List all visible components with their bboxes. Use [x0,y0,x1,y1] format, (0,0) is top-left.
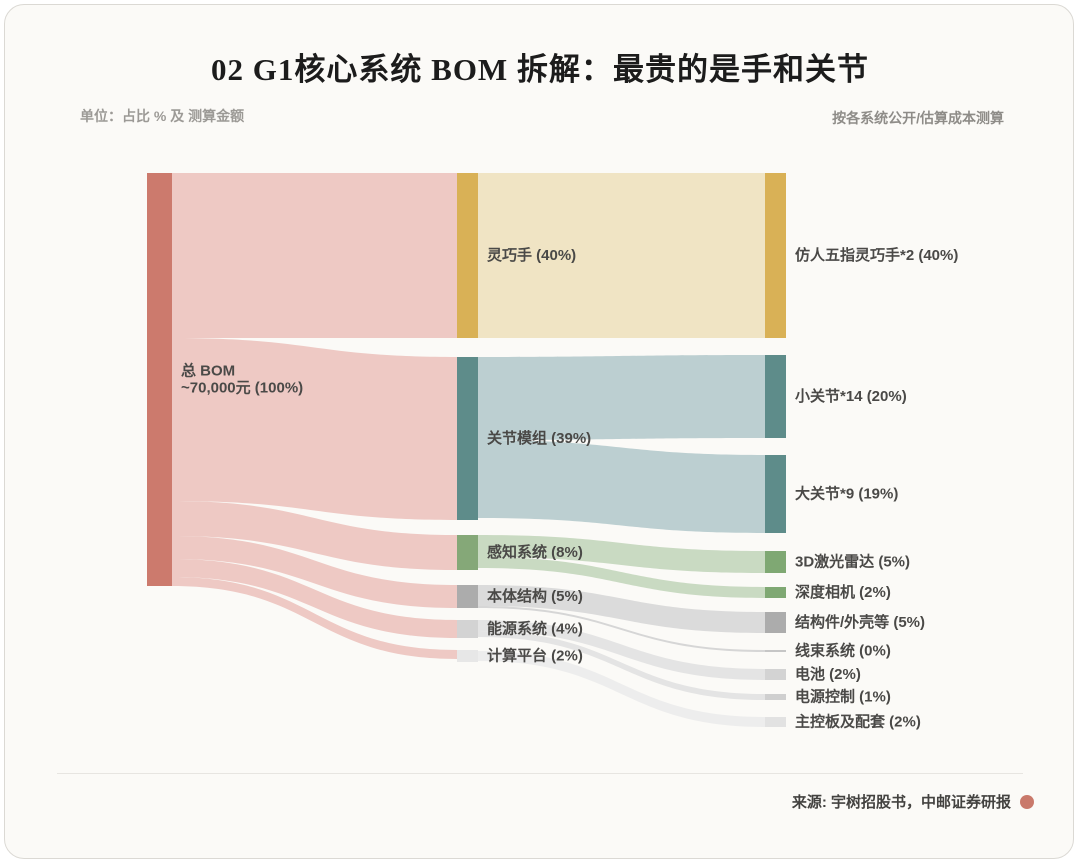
node-label-mainboard: 主控板及配套 (2%) [795,713,921,731]
flow-energy_mid-to-power_ctrl [478,631,765,700]
node-label-body_mid: 本体结构 (5%) [487,587,583,605]
node-total [147,173,172,586]
node-hand_mid [457,173,478,338]
method-note: 按各系统公开/估算成本测算 [832,110,1004,126]
flow-total-to-energy_mid [172,559,457,638]
page-title: 02 G1核心系统 BOM 拆解：最贵的是手和关节 [211,52,869,87]
node-wiring [765,650,786,652]
node-sense_mid [457,535,478,570]
node-label-big_joint: 大关节*9 (19%) [795,485,898,503]
brand-dot-icon [1020,794,1034,809]
flow-body_mid-to-structure [478,585,765,633]
node-label-small_joint: 小关节*14 (20%) [795,387,907,405]
node-joint_mid [457,357,478,520]
footer: 来源: 宇树招股书，中邮证券研报 [792,791,1034,812]
node-label-joint_mid: 关节模组 (39%) [487,429,591,447]
source-text: 来源: 宇树招股书，中邮证券研报 [791,794,1011,811]
node-label-total-line1: 总 BOM [181,362,235,380]
node-battery [765,669,786,680]
flow-total-to-compute_mid [172,577,457,659]
node-label-depth_cam: 深度相机 (2%) [795,583,891,601]
flow-body_mid-to-wiring [478,606,765,652]
flow-joint_mid-to-small_joint [478,355,765,440]
node-label-sense_mid: 感知系统 (8%) [487,543,583,561]
node-hand_r [765,173,786,338]
node-body_mid [457,585,478,608]
node-mainboard [765,717,786,727]
flow-total-to-hand_mid [172,173,457,338]
node-energy_mid [457,620,478,638]
footer-divider [57,773,1023,774]
node-structure [765,612,786,633]
flow-energy_mid-to-battery [478,620,765,680]
node-depth_cam [765,587,786,598]
node-label-wiring: 线束系统 (0%) [795,642,891,660]
node-label-hand_mid: 灵巧手 (40%) [487,246,576,264]
node-label-hand_r: 仿人五指灵巧手*2 (40%) [795,246,958,264]
node-label-lidar: 3D激光雷达 (5%) [795,553,910,571]
flow-total-to-joint_mid [172,338,457,520]
flow-sense_mid-to-depth_cam [478,557,765,598]
node-compute_mid [457,650,478,662]
flow-compute_mid-to-mainboard [478,651,765,727]
node-big_joint [765,455,786,533]
node-lidar [765,551,786,573]
node-label-power_ctrl: 电源控制 (1%) [795,688,891,706]
flow-sense_mid-to-lidar [478,535,765,573]
node-small_joint [765,355,786,438]
node-label-battery: 电池 (2%) [795,665,861,683]
unit-note: 单位：占比 % 及 测算金额 [80,108,245,124]
flow-joint_mid-to-big_joint [478,440,765,533]
flow-total-to-body_mid [172,536,457,608]
node-label-total-line2: ~70,000元 (100%) [181,380,303,397]
node-power_ctrl [765,694,786,700]
node-label-structure: 结构件/外壳等 (5%) [795,613,925,631]
flow-hand_mid-to-hand_r [478,173,765,338]
node-label-energy_mid: 能源系统 (4%) [487,620,583,638]
flow-total-to-sense_mid [172,501,457,570]
node-label-compute_mid: 计算平台 (2%) [487,647,583,665]
